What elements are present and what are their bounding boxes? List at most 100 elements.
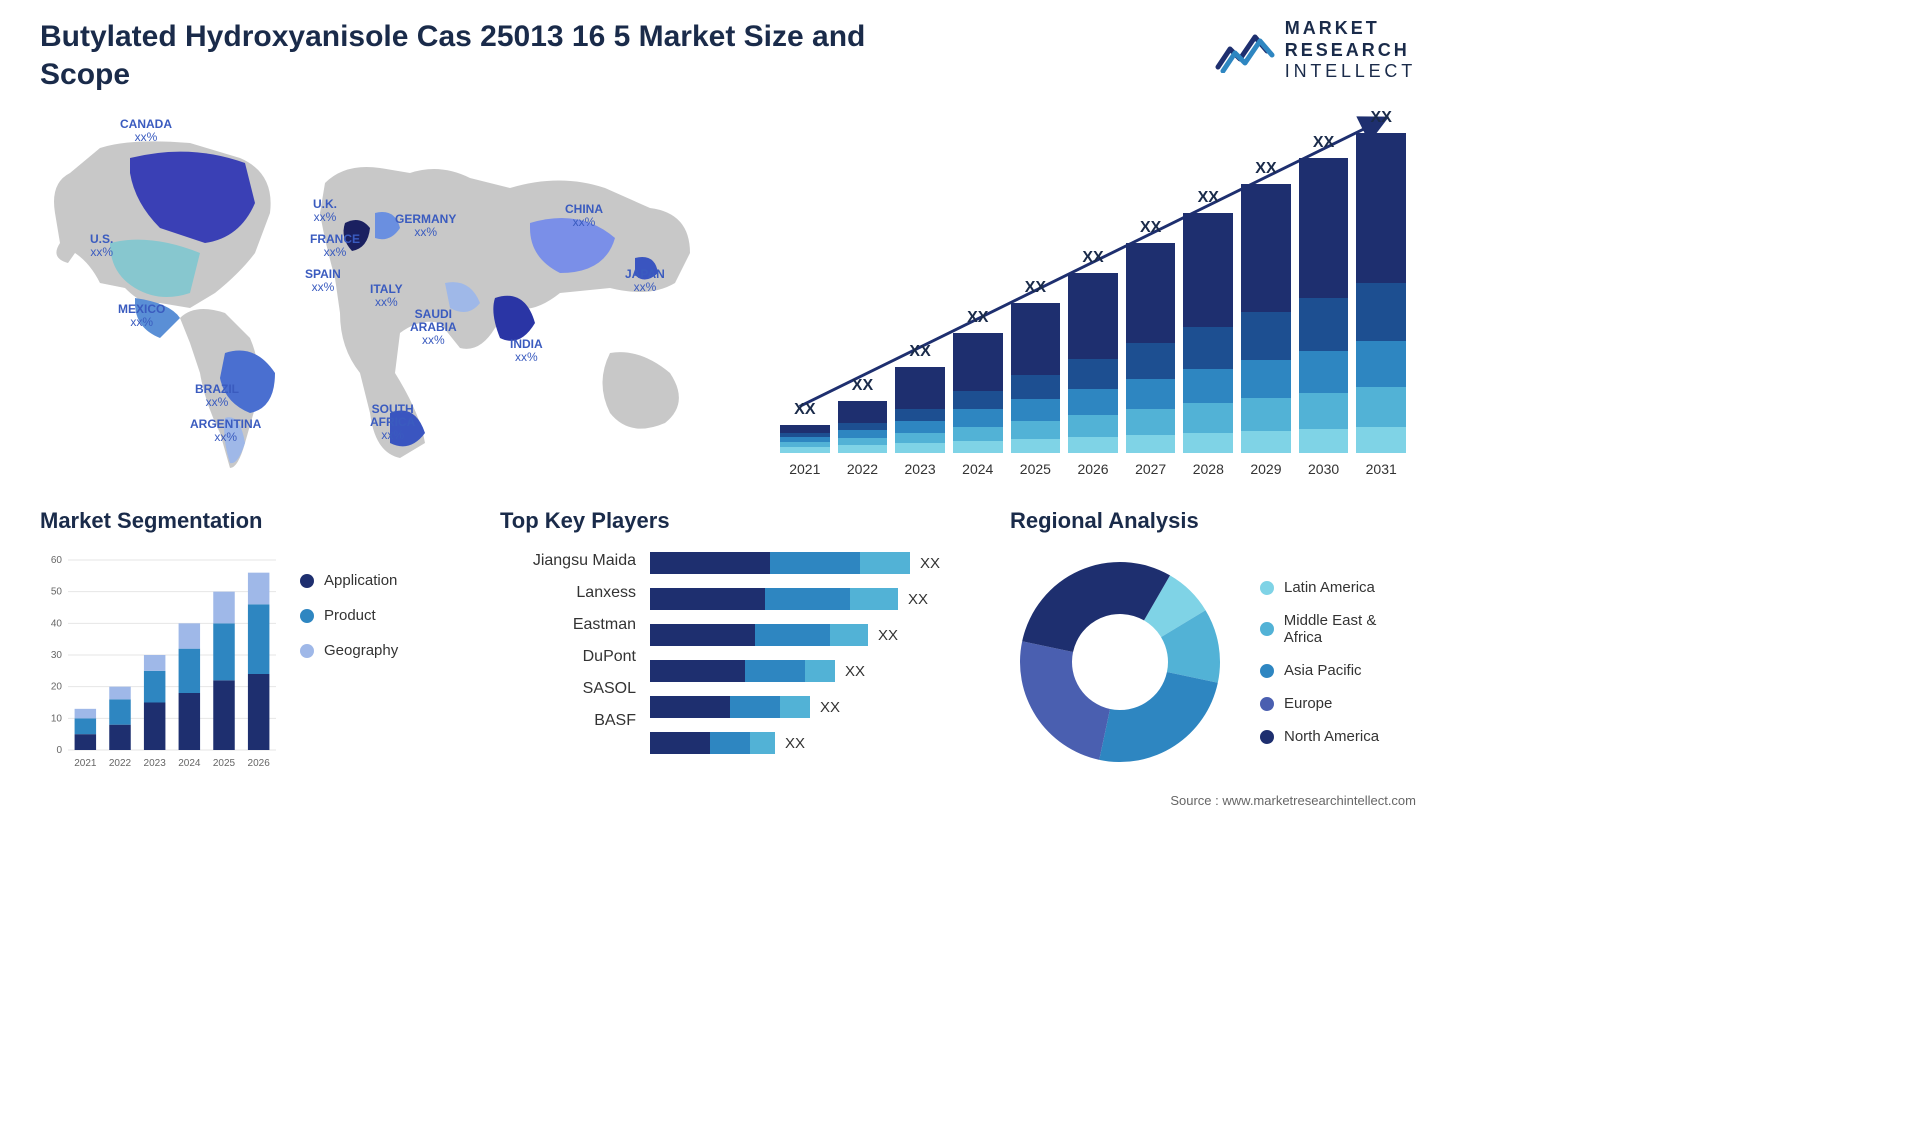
growth-bar-value: XX [852,377,873,395]
growth-year-label: 2026 [1068,461,1118,477]
world-map-panel: CANADAxx%U.S.xx%MEXICOxx%BRAZILxx%ARGENT… [40,103,740,483]
player-value: XX [820,699,840,716]
player-name: DuPont [583,648,636,666]
growth-bar: XX [1183,189,1233,453]
player-name: SASOL [583,680,636,698]
region-legend-item: Europe [1260,695,1416,712]
player-name: Jiangsu Maida [533,552,636,570]
bottom-row: Market Segmentation 01020304050602021202… [0,483,1456,772]
growth-year-label: 2027 [1126,461,1176,477]
region-legend-label: North America [1284,728,1379,745]
player-bars: XX XX XX XX XX XX [650,552,980,754]
player-value: XX [845,663,865,680]
svg-text:50: 50 [51,587,63,598]
svg-text:0: 0 [56,745,62,756]
map-label: GERMANYxx% [395,213,456,239]
growth-bar: XX [895,343,945,453]
player-value: XX [920,555,940,572]
legend-dot-icon [1260,664,1274,678]
region-legend-item: Middle East & Africa [1260,612,1416,646]
source-text: Source : www.marketresearchintellect.com [1170,793,1416,808]
map-label: CHINAxx% [565,203,603,229]
players-panel: Top Key Players Jiangsu Maida Lanxess East… [500,508,980,772]
top-row: CANADAxx%U.S.xx%MEXICOxx%BRAZILxx%ARGENT… [0,93,1456,483]
svg-text:40: 40 [51,618,63,629]
regional-panel: Regional Analysis Latin AmericaMiddle Ea… [1010,508,1416,772]
player-value: XX [878,627,898,644]
svg-text:2021: 2021 [74,758,97,769]
segmentation-title: Market Segmentation [40,508,470,534]
map-label: ARGENTINAxx% [190,418,261,444]
legend-dot-icon [1260,697,1274,711]
map-label: U.S.xx% [90,233,113,259]
legend-dot-icon [1260,622,1274,636]
growth-year-label: 2023 [895,461,945,477]
growth-bar: XX [1241,160,1291,453]
map-label: SAUDIARABIAxx% [410,308,457,348]
player-bar-row: XX [650,588,980,610]
growth-bar: XX [780,401,830,453]
region-legend-label: Europe [1284,695,1332,712]
brand-logo: MARKET RESEARCH INTELLECT [1215,18,1416,83]
legend-dot-icon [1260,730,1274,744]
region-legend-item: Asia Pacific [1260,662,1416,679]
growth-bar-value: XX [1371,109,1392,127]
player-bar-row: XX [650,552,980,574]
svg-text:2026: 2026 [248,758,271,769]
seg-legend-label: Product [324,607,376,624]
legend-dot-icon [1260,581,1274,595]
growth-bar: XX [1126,219,1176,453]
player-value: XX [785,735,805,752]
region-legend-item: Latin America [1260,579,1416,596]
player-name: Eastman [573,616,636,634]
legend-dot-icon [300,574,314,588]
growth-year-label: 2022 [838,461,888,477]
seg-legend-item: Geography [300,642,398,659]
growth-bar-value: XX [967,309,988,327]
growth-bar-value: XX [794,401,815,419]
seg-legend-label: Geography [324,642,398,659]
logo-line-3: INTELLECT [1285,61,1416,83]
player-name: Lanxess [576,584,636,602]
segmentation-legend: Application Product Geography [300,552,398,772]
map-label: FRANCExx% [310,233,360,259]
growth-year-label: 2031 [1356,461,1406,477]
seg-legend-item: Product [300,607,398,624]
region-legend-label: Asia Pacific [1284,662,1362,679]
growth-bar: XX [953,309,1003,453]
growth-bar: XX [1011,279,1061,453]
map-label: SOUTHAFRICAxx% [370,403,415,443]
growth-year-label: 2025 [1011,461,1061,477]
svg-text:2025: 2025 [213,758,236,769]
players-title: Top Key Players [500,508,980,534]
player-bar-row: XX [650,696,980,718]
growth-bar-value: XX [1082,249,1103,267]
growth-bar: XX [838,377,888,453]
map-label: JAPANxx% [625,268,665,294]
legend-dot-icon [300,609,314,623]
region-legend-item: North America [1260,728,1416,745]
growth-year-label: 2030 [1299,461,1349,477]
growth-bar-value: XX [909,343,930,361]
svg-text:10: 10 [51,713,63,724]
growth-bar: XX [1299,134,1349,453]
svg-text:2022: 2022 [109,758,132,769]
map-label: U.K.xx% [313,198,337,224]
player-bar-row: XX [650,732,980,754]
player-value: XX [908,591,928,608]
regional-legend: Latin America Middle East & Africa Asia Pa… [1260,579,1416,745]
growth-year-label: 2024 [953,461,1003,477]
growth-year-label: 2021 [780,461,830,477]
svg-text:30: 30 [51,650,63,661]
growth-bar-value: XX [1313,134,1334,152]
region-legend-label: Latin America [1284,579,1375,596]
svg-text:60: 60 [51,555,63,566]
growth-bar-value: XX [1140,219,1161,237]
seg-legend-label: Application [324,572,397,589]
growth-chart: XXXXXXXXXXXXXXXXXXXXXX 20212022202320242… [760,103,1416,483]
player-bar-row: XX [650,624,980,646]
logo-line-2: RESEARCH [1285,40,1416,62]
header: Butylated Hydroxyanisole Cas 25013 16 5 … [0,0,1456,93]
segmentation-panel: Market Segmentation 01020304050602021202… [40,508,470,772]
map-label: ITALYxx% [370,283,403,309]
